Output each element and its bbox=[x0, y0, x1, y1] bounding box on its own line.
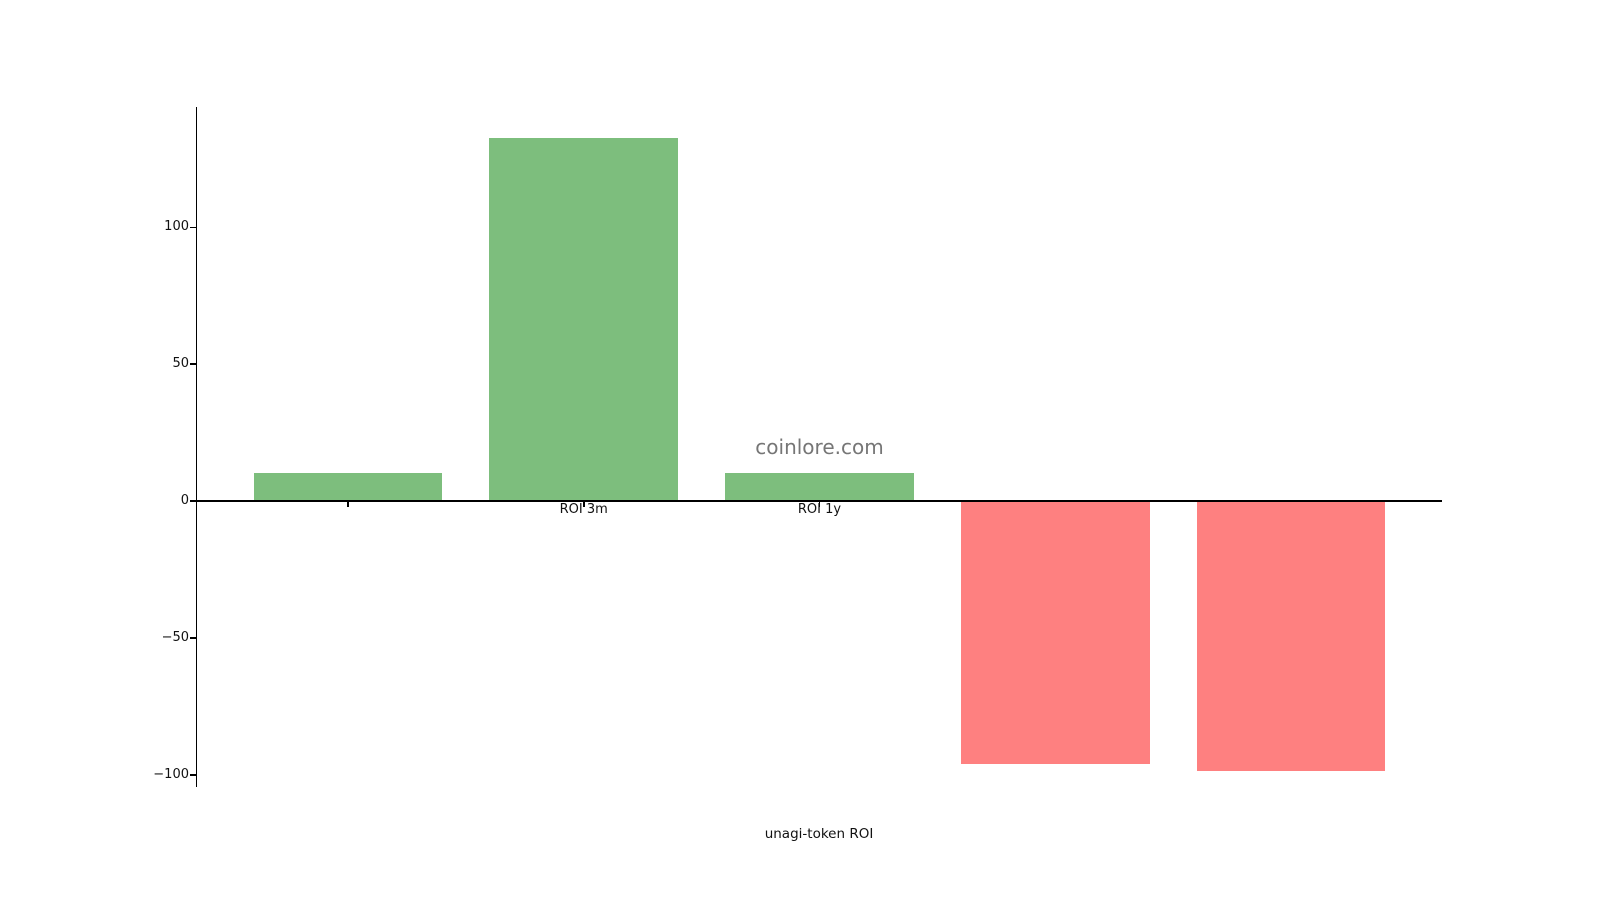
y-tick-label: −50 bbox=[161, 629, 189, 645]
chart-axes: 100 50 0 −50 −100 ROI 3m ROI 1y coinlore.com bbox=[153, 107, 1442, 787]
y-tick-label: 100 bbox=[164, 219, 189, 234]
y-tick-mark bbox=[190, 774, 196, 776]
x-tick-label: ROI 1y bbox=[797, 502, 842, 518]
y-tick-label: 50 bbox=[172, 355, 189, 371]
y-tick-mark bbox=[190, 226, 196, 228]
y-axis-spine bbox=[196, 107, 198, 787]
x-tick-mark bbox=[347, 500, 349, 508]
chart-xlabel: unagi-token ROI bbox=[764, 826, 874, 842]
y-tick-mark bbox=[190, 500, 196, 502]
y-tick-label: −100 bbox=[153, 766, 189, 782]
x-axis-zero-line bbox=[197, 500, 1442, 502]
x-tick-label: ROI 3m bbox=[559, 502, 608, 518]
bar-roi-3m bbox=[489, 137, 678, 501]
bar-series-0 bbox=[253, 472, 443, 501]
y-tick-mark bbox=[190, 363, 196, 365]
bar-series-3 bbox=[960, 501, 1150, 765]
bar-series-4 bbox=[1196, 501, 1386, 772]
bar-roi-1y bbox=[725, 473, 914, 501]
watermark-text: coinlore.com bbox=[755, 435, 884, 459]
x-tick-mark bbox=[819, 500, 821, 508]
x-tick-mark bbox=[583, 500, 585, 508]
y-tick-mark bbox=[190, 637, 196, 639]
y-tick-label: 0 bbox=[180, 492, 189, 508]
